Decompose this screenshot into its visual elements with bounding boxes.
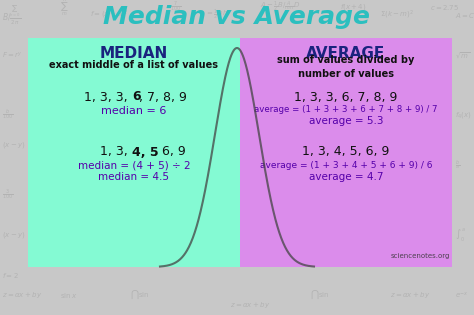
Text: $(x-y)$: $(x-y)$: [2, 230, 26, 240]
Text: $c=2.75$: $c=2.75$: [430, 3, 459, 12]
Text: average = (1 + 3 + 4 + 5 + 6 + 9) / 6: average = (1 + 3 + 4 + 5 + 6 + 9) / 6: [260, 162, 432, 170]
Text: 1, 3, 4, 5, 6, 9: 1, 3, 4, 5, 6, 9: [302, 146, 390, 158]
Text: median = 4.5: median = 4.5: [99, 172, 170, 182]
Text: $\frac{b}{a}$: $\frac{b}{a}$: [455, 158, 460, 172]
Bar: [240, 38, 452, 267]
Text: $F=r^y$: $F=r^y$: [2, 50, 23, 60]
Text: median = 6: median = 6: [101, 106, 167, 116]
Text: average = (1 + 3 + 3 + 6 + 7 + 8 + 9) / 7: average = (1 + 3 + 3 + 6 + 7 + 8 + 9) / …: [254, 106, 438, 114]
Text: $\bigcap \sin$: $\bigcap \sin$: [130, 289, 150, 301]
Text: $\frac{3}{100}$: $\frac{3}{100}$: [2, 188, 13, 202]
Text: $f=2$: $f=2$: [2, 271, 19, 279]
Text: $B/\frac{\sum_{n=0}}{2\pi}$: $B/\frac{\sum_{n=0}}{2\pi}$: [2, 3, 21, 27]
Text: sum of values divided by
number of values: sum of values divided by number of value…: [277, 55, 415, 79]
Text: sciencenotes.org: sciencenotes.org: [391, 253, 450, 259]
Text: $\sin x$: $\sin x$: [60, 290, 77, 300]
Text: $\sum_m^n$: $\sum_m^n$: [60, 0, 68, 18]
Text: exact middle of a list of values: exact middle of a list of values: [49, 60, 219, 70]
Text: $\bigcap \sin$: $\bigcap \sin$: [310, 289, 329, 301]
Text: average = 5.3: average = 5.3: [309, 116, 383, 126]
Text: average = 4.7: average = 4.7: [309, 172, 383, 182]
Text: $(x-y)$: $(x-y)$: [2, 140, 26, 150]
Text: $A-\frac{1}{2}B/\frac{A}{mn}D$: $A-\frac{1}{2}B/\frac{A}{mn}D$: [260, 0, 301, 14]
Text: $\int_0^a$: $\int_0^a$: [455, 226, 466, 243]
Bar: [28, 38, 240, 267]
Text: $z=\alpha x+by$: $z=\alpha x+by$: [390, 290, 430, 300]
Text: $= \frac{1}{2}bh$: $= \frac{1}{2}bh$: [205, 8, 228, 22]
Text: $\frac{7}{100}$: $\frac{7}{100}$: [170, 0, 182, 14]
Text: $\frac{b}{100}$: $\frac{b}{100}$: [2, 108, 13, 122]
Text: 6: 6: [132, 90, 141, 104]
Text: $A=C$: $A=C$: [455, 10, 474, 20]
Text: MEDIAN: MEDIAN: [100, 45, 168, 60]
Text: $f=(x+a)^2$: $f=(x+a)^2$: [90, 9, 128, 21]
Text: $z=\alpha x+by$: $z=\alpha x+by$: [2, 290, 42, 300]
Text: $z=\alpha x+by$: $z=\alpha x+by$: [230, 300, 270, 310]
Text: median = (4 + 5) ÷ 2: median = (4 + 5) ÷ 2: [78, 161, 191, 171]
Text: $f_4(x)$: $f_4(x)$: [455, 110, 472, 120]
Text: $\Sigma(k-m)^2$: $\Sigma(k-m)^2$: [380, 9, 414, 21]
Text: , 6, 9: , 6, 9: [154, 146, 186, 158]
Text: Median vs Average: Median vs Average: [103, 5, 371, 29]
Text: 1, 3, 3,: 1, 3, 3,: [84, 90, 132, 104]
Text: $e^{-x}$: $e^{-x}$: [455, 290, 469, 300]
Text: $f(x+4)$: $f(x+4)$: [340, 2, 366, 12]
Text: $\sqrt{m}$: $\sqrt{m}$: [455, 50, 470, 60]
Text: 4, 5: 4, 5: [132, 146, 159, 158]
Text: 1, 3,: 1, 3,: [100, 146, 132, 158]
Text: 1, 3, 3, 6, 7, 8, 9: 1, 3, 3, 6, 7, 8, 9: [294, 90, 398, 104]
Text: , 7, 8, 9: , 7, 8, 9: [139, 90, 187, 104]
Text: AVERAGE: AVERAGE: [306, 45, 386, 60]
